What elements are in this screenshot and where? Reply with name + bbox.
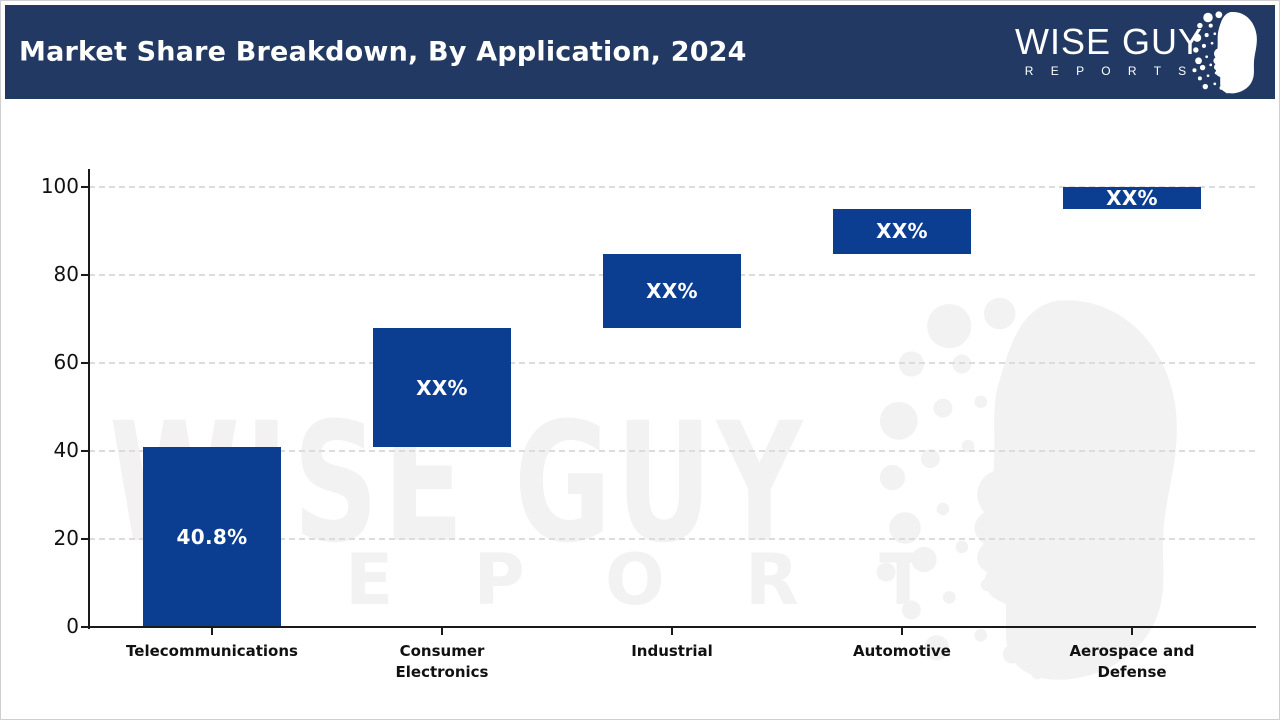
x-tick-mark-aerospace-and-defense <box>1131 628 1133 635</box>
x-category-label-line: Defense <box>1097 663 1167 681</box>
bar-automotive: XX% <box>833 209 971 254</box>
x-category-label-line: Automotive <box>853 642 951 660</box>
x-category-label-line: Aerospace and <box>1069 642 1195 660</box>
bar-value-label-consumer-electronics: XX% <box>416 375 468 400</box>
y-tick-label-20: 20 <box>53 526 79 550</box>
y-tick-label-40: 40 <box>53 438 79 462</box>
y-axis-line <box>88 169 90 629</box>
y-tick-label-80: 80 <box>53 262 79 286</box>
bar-value-label-aerospace-and-defense: XX% <box>1106 186 1158 210</box>
brand-logo-text: WISE GUY R E P O R T S <box>1015 21 1203 78</box>
x-category-label-industrial: Industrial <box>557 641 787 662</box>
x-category-label-aerospace-and-defense: Aerospace and Defense <box>1017 641 1247 683</box>
y-tick-mark-100 <box>81 186 88 188</box>
y-tick-label-0: 0 <box>66 614 79 638</box>
x-axis-line <box>88 626 1256 628</box>
bar-value-label-industrial: XX% <box>646 278 698 303</box>
header-band: Market Share Breakdown, By Application, … <box>5 5 1275 99</box>
gridline-20 <box>89 538 1255 540</box>
brand-subname: R E P O R T S <box>1024 64 1194 78</box>
watermark-face-profile-icon <box>876 297 1177 680</box>
y-tick-mark-0 <box>81 626 88 628</box>
face-profile-icon <box>1192 11 1257 94</box>
x-category-label-automotive: Automotive <box>787 641 1017 662</box>
bar-industrial: XX% <box>603 253 741 328</box>
x-category-label-line: Telecommunications <box>126 642 298 660</box>
x-category-label-consumer-electronics: Consumer Electronics <box>327 641 557 683</box>
y-tick-mark-20 <box>81 538 88 540</box>
x-category-label-line: Consumer <box>399 642 485 660</box>
x-category-label-telecommunications: Telecommunications <box>97 641 327 662</box>
x-tick-mark-automotive <box>901 628 903 635</box>
bar-telecommunications: 40.8% <box>143 447 281 627</box>
gridline-60 <box>89 362 1255 364</box>
gridline-40 <box>89 450 1255 452</box>
x-tick-mark-consumer-electronics <box>441 628 443 635</box>
x-category-label-line: Industrial <box>631 642 713 660</box>
y-tick-mark-80 <box>81 274 88 276</box>
y-tick-label-60: 60 <box>53 350 79 374</box>
y-tick-mark-60 <box>81 362 88 364</box>
bar-value-label-telecommunications: 40.8% <box>176 525 248 550</box>
bar-consumer-electronics: XX% <box>373 327 511 448</box>
y-tick-label-100: 100 <box>40 174 79 198</box>
x-tick-mark-telecommunications <box>211 628 213 635</box>
x-tick-mark-industrial <box>671 628 673 635</box>
brand-logo: WISE GUY R E P O R T S <box>1015 5 1271 99</box>
gridline-100 <box>89 186 1255 188</box>
y-tick-mark-40 <box>81 450 88 452</box>
chart-area: WISE GUY R E P O R T S 0 20 40 60 80 100 40.8%… <box>1 99 1279 719</box>
bar-value-label-automotive: XX% <box>876 219 928 244</box>
x-category-label-line: Electronics <box>395 663 489 681</box>
page-title: Market Share Breakdown, By Application, … <box>19 36 747 68</box>
brand-name: WISE GUY <box>1014 21 1203 62</box>
bar-aerospace-and-defense: XX% <box>1063 186 1201 210</box>
